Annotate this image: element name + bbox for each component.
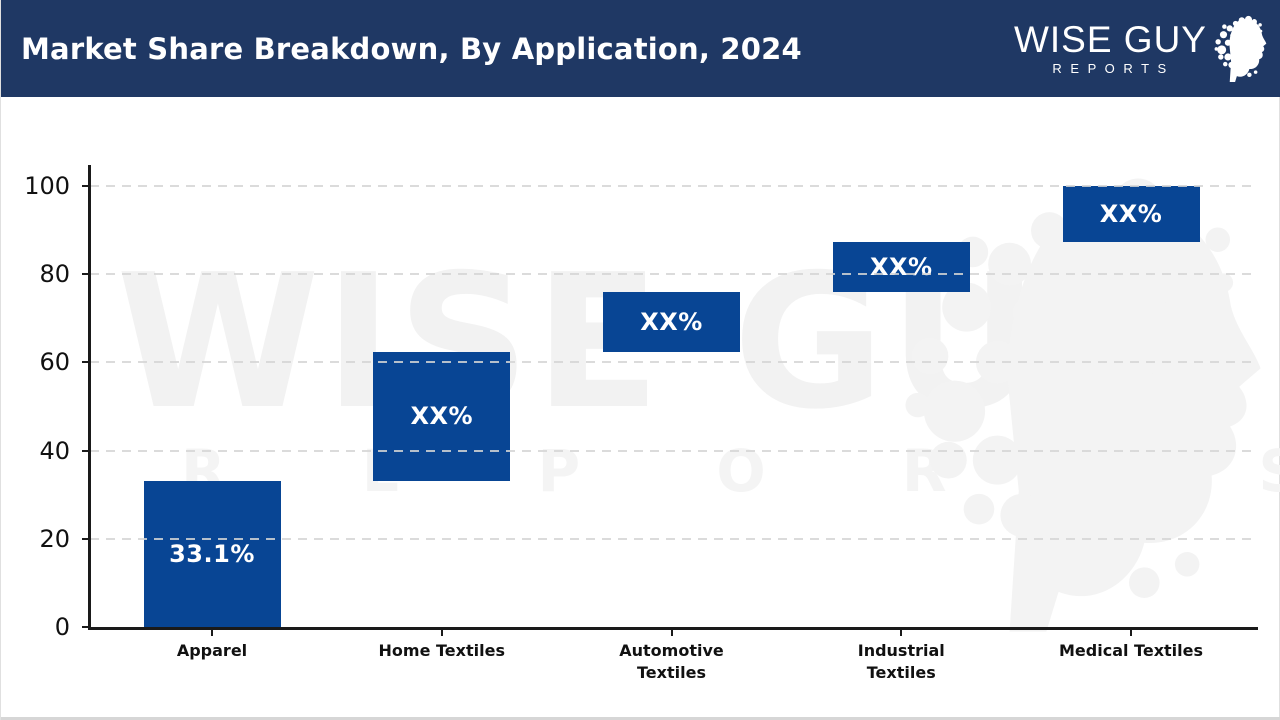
x-tick-mark <box>440 629 443 636</box>
y-tick-mark <box>82 449 90 452</box>
logo-subtitle: R E P O R T S <box>1052 60 1169 76</box>
bar-value-label: XX% <box>640 307 703 336</box>
bar-segment: 33.1% <box>143 481 281 627</box>
y-gridline <box>90 449 1258 452</box>
x-axis-label: Medical Textiles <box>1059 641 1203 660</box>
bar-value-label: 33.1% <box>169 540 255 568</box>
bar-segment: XX% <box>373 351 511 482</box>
y-gridline <box>90 537 1258 540</box>
logo-text: WISE GUY R E P O R T S <box>1013 19 1207 76</box>
x-axis-label: Apparel <box>176 641 248 660</box>
y-tick-label: 100 <box>24 172 70 200</box>
y-tick-label: 0 <box>54 613 70 641</box>
y-tick-mark <box>82 361 90 364</box>
x-axis-line <box>88 627 1258 630</box>
bar-value-label: XX% <box>1099 200 1163 228</box>
y-axis-line <box>88 165 91 629</box>
y-gridline <box>90 185 1258 187</box>
bottom-border <box>1 717 1280 720</box>
bar-segment: XX% <box>603 291 740 352</box>
wiseguy-head-icon <box>1214 15 1267 82</box>
page-title: Market Share Breakdown, By Application, … <box>21 31 802 66</box>
y-gridline <box>90 273 1258 276</box>
x-axis-label: Home Textiles <box>378 641 505 660</box>
y-tick-mark <box>82 537 90 540</box>
y-tick-mark <box>82 626 90 628</box>
wiseguy-logo: WISE GUY R E P O R T S <box>1014 15 1269 82</box>
logo-wordmark: WISE GUY <box>1013 19 1207 61</box>
x-tick-mark <box>1130 629 1132 636</box>
header-bar: Market Share Breakdown, By Application, … <box>1 0 1280 97</box>
y-tick-label: 40 <box>39 436 70 465</box>
y-tick-mark <box>82 185 90 187</box>
bar-segment: XX% <box>832 242 970 292</box>
x-tick-mark <box>670 629 673 636</box>
x-axis-label: Industrial Textiles <box>857 641 945 682</box>
y-gridline <box>90 361 1258 364</box>
y-tick-label: 80 <box>39 260 70 289</box>
x-tick-mark <box>211 629 213 636</box>
y-tick-label: 60 <box>39 348 70 377</box>
bar-value-label: XX% <box>869 252 933 281</box>
x-tick-mark <box>900 629 903 636</box>
y-tick-mark <box>82 273 90 276</box>
bar-segment: XX% <box>1062 186 1200 242</box>
y-tick-label: 20 <box>39 524 70 553</box>
x-axis-label: Automotive Textiles <box>619 641 724 682</box>
bar-value-label: XX% <box>410 402 474 431</box>
